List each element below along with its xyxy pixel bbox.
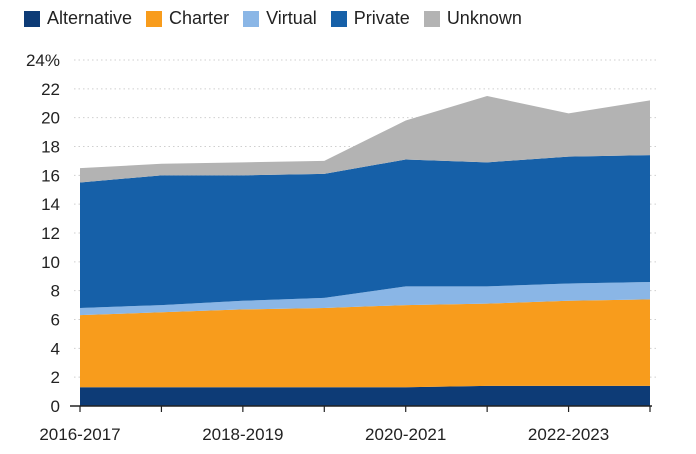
- legend-label-private: Private: [353, 8, 410, 28]
- area-charter: [80, 299, 650, 388]
- legend-label-alternative: Alternative: [47, 8, 133, 28]
- y-tick-label: 16: [41, 166, 60, 185]
- legend-label-charter: Charter: [169, 8, 230, 28]
- y-tick-label: 10: [41, 253, 60, 272]
- x-tick-label: 2016-2017: [39, 425, 120, 444]
- chart-legend: Alternative Charter Virtual Private Unkn…: [24, 8, 522, 29]
- legend-swatch-alternative: [24, 10, 40, 27]
- area-alternative: [80, 385, 650, 406]
- legend-item-alternative: Alternative: [24, 8, 132, 29]
- area-unknown: [80, 96, 650, 183]
- y-tick-label: 6: [51, 311, 60, 330]
- y-tick-label: 22: [41, 80, 60, 99]
- legend-item-virtual: Virtual: [243, 8, 317, 29]
- y-tick-label: 8: [51, 282, 60, 301]
- legend-label-unknown: Unknown: [446, 8, 522, 28]
- y-tick-label: 20: [41, 109, 60, 128]
- x-tick-label: 2018-2019: [202, 425, 283, 444]
- legend-item-private: Private: [330, 8, 410, 29]
- y-tick-label: 4: [51, 339, 60, 358]
- x-tick-label: 2022-2023: [528, 425, 609, 444]
- y-tick-label: 24%: [26, 51, 60, 70]
- y-tick-label: 0: [51, 397, 60, 416]
- legend-label-virtual: Virtual: [266, 8, 317, 28]
- legend-item-unknown: Unknown: [423, 8, 522, 29]
- area-virtual: [80, 282, 650, 316]
- legend-item-charter: Charter: [146, 8, 229, 29]
- area-series: [80, 96, 650, 406]
- x-tick-label: 2020-2021: [365, 425, 446, 444]
- area-private: [80, 155, 650, 308]
- legend-swatch-virtual: [243, 10, 260, 27]
- y-tick-label: 18: [41, 138, 60, 157]
- y-tick-label: 14: [41, 195, 60, 214]
- legend-swatch-charter: [146, 10, 163, 27]
- legend-swatch-unknown: [423, 10, 440, 27]
- y-tick-label: 2: [51, 368, 60, 387]
- legend-swatch-private: [330, 10, 347, 27]
- y-tick-label: 12: [41, 224, 60, 243]
